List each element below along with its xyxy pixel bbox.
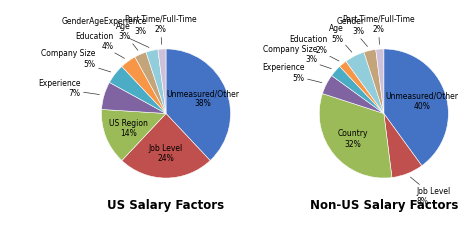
Wedge shape xyxy=(158,49,166,114)
Text: Experience
5%: Experience 5% xyxy=(262,63,322,83)
Text: Job Level
8%: Job Level 8% xyxy=(410,177,451,206)
Wedge shape xyxy=(166,49,230,160)
Text: Part-Time/Full-Time
2%: Part-Time/Full-Time 2% xyxy=(124,15,197,44)
Wedge shape xyxy=(122,57,166,114)
Text: Experience
7%: Experience 7% xyxy=(38,79,100,98)
Title: US Salary Factors: US Salary Factors xyxy=(108,199,225,212)
Wedge shape xyxy=(364,49,384,114)
Wedge shape xyxy=(322,76,384,114)
Wedge shape xyxy=(109,67,166,114)
Text: Country
32%: Country 32% xyxy=(338,129,368,149)
Text: Age
3%: Age 3% xyxy=(116,22,138,50)
Text: Education
4%: Education 4% xyxy=(75,32,125,58)
Wedge shape xyxy=(332,67,384,114)
Wedge shape xyxy=(346,52,384,114)
Title: Non-US Salary Factors: Non-US Salary Factors xyxy=(310,199,458,212)
Text: Company Size
3%: Company Size 3% xyxy=(263,45,331,69)
Text: Education
2%: Education 2% xyxy=(289,35,339,61)
Text: Gender
3%: Gender 3% xyxy=(336,17,367,47)
Wedge shape xyxy=(101,82,166,114)
Wedge shape xyxy=(384,114,422,178)
Text: Part-Time/Full-Time
2%: Part-Time/Full-Time 2% xyxy=(342,15,415,44)
Text: US Region
14%: US Region 14% xyxy=(109,118,148,138)
Wedge shape xyxy=(135,52,166,114)
Text: Unmeasured/Other
40%: Unmeasured/Other 40% xyxy=(385,91,458,111)
Text: Unmeasured/Other
38%: Unmeasured/Other 38% xyxy=(167,89,240,109)
Wedge shape xyxy=(101,109,166,160)
Wedge shape xyxy=(319,94,392,178)
Text: GenderAgeExperience
3%: GenderAgeExperience 3% xyxy=(61,17,149,47)
Wedge shape xyxy=(146,49,166,114)
Wedge shape xyxy=(384,49,448,166)
Wedge shape xyxy=(340,61,384,114)
Text: Job Level
24%: Job Level 24% xyxy=(149,144,183,163)
Text: Age
5%: Age 5% xyxy=(328,25,352,52)
Text: Company Size
5%: Company Size 5% xyxy=(41,49,111,72)
Wedge shape xyxy=(122,114,210,178)
Wedge shape xyxy=(376,49,384,114)
